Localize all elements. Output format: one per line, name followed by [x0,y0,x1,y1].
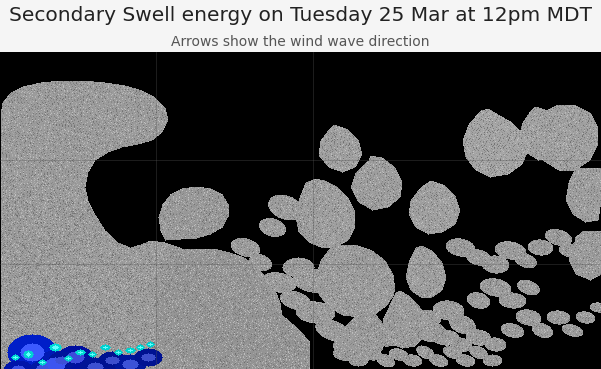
Text: Arrows show the wind wave direction: Arrows show the wind wave direction [171,35,430,49]
Text: Secondary Swell energy on Tuesday 25 Mar at 12pm MDT: Secondary Swell energy on Tuesday 25 Mar… [9,6,592,25]
